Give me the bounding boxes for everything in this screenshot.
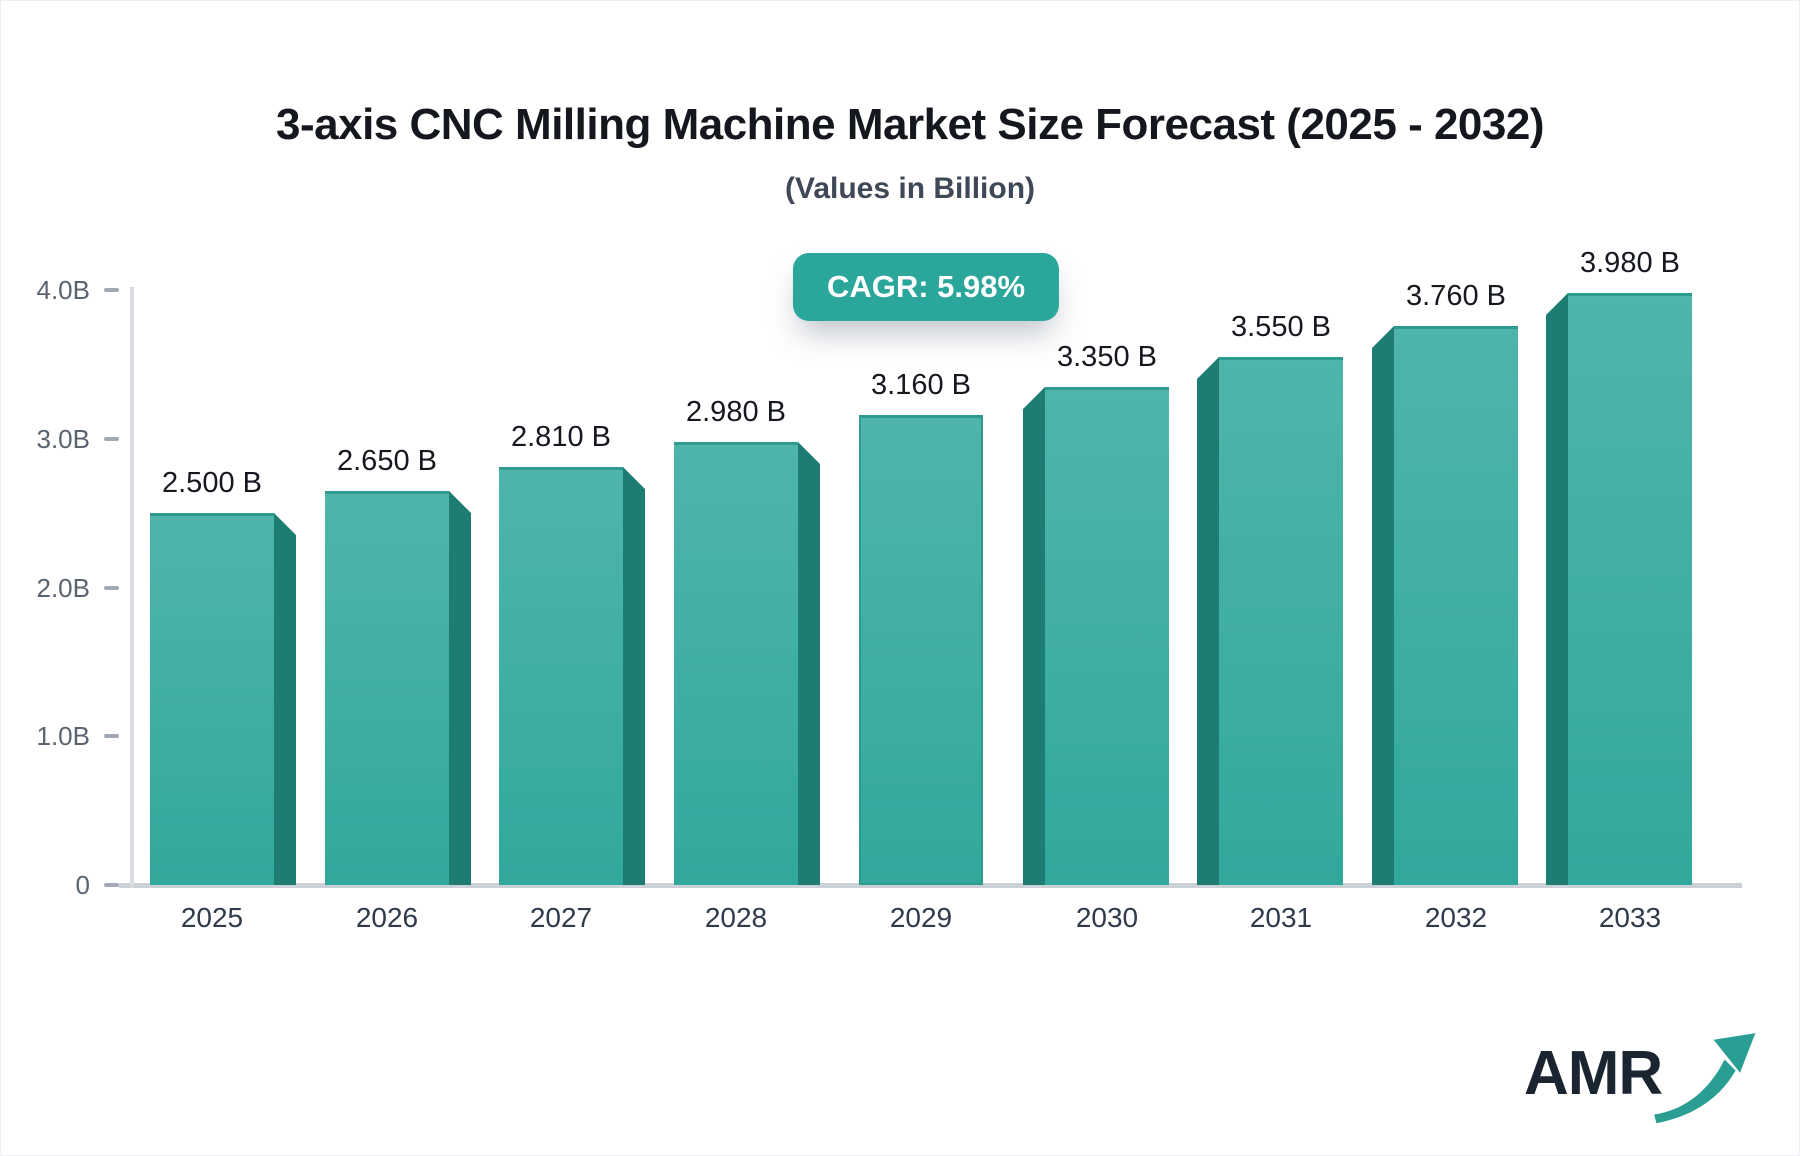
x-axis-label: 2025 bbox=[180, 902, 244, 933]
x-axis-label: 2030 bbox=[1075, 902, 1139, 933]
y-axis-tick-label: 0 bbox=[75, 870, 90, 900]
bar-2027 bbox=[499, 467, 645, 885]
bar-value-label: 2.650 B bbox=[337, 445, 437, 477]
bar-side-face bbox=[1197, 357, 1219, 885]
bar-front-face bbox=[674, 442, 798, 885]
bar-value-label: 3.350 B bbox=[1057, 341, 1157, 373]
bar-side-face bbox=[1023, 387, 1045, 885]
bar-side-face bbox=[1546, 293, 1568, 885]
x-axis-label: 2028 bbox=[704, 902, 768, 933]
x-axis-label: 2031 bbox=[1249, 902, 1313, 933]
bar-value-label: 3.160 B bbox=[871, 369, 971, 401]
bar-front-face bbox=[499, 467, 623, 885]
bar-value-label: 2.810 B bbox=[511, 421, 611, 453]
bar-front-face bbox=[150, 513, 274, 885]
bar-side-face bbox=[623, 467, 645, 885]
y-axis-tick-label: 2.0B bbox=[36, 572, 91, 603]
bar-side-face bbox=[1372, 326, 1394, 885]
growth-arrow-icon bbox=[1654, 1033, 1756, 1124]
amr-logo: AMR bbox=[1524, 1026, 1764, 1126]
y-axis-tick-mark bbox=[104, 288, 119, 292]
bar-2030 bbox=[1023, 387, 1169, 885]
bar-front-face bbox=[1045, 387, 1169, 885]
bar-2032 bbox=[1372, 326, 1518, 885]
y-axis-tick-mark bbox=[104, 734, 119, 739]
cagr-badge: CAGR: 5.98% bbox=[792, 253, 1060, 321]
y-axis-tick-label: 3.0B bbox=[36, 423, 91, 454]
bar-value-label: 2.980 B bbox=[686, 396, 786, 428]
bar-side-face bbox=[274, 513, 296, 885]
bar-front-face bbox=[325, 491, 449, 885]
bar-front-face bbox=[1568, 293, 1692, 885]
y-axis-tick-mark bbox=[104, 883, 119, 887]
bar-side-face bbox=[798, 442, 820, 885]
chart-subtitle: (Values in Billion) bbox=[784, 172, 1036, 205]
bar-2026 bbox=[325, 491, 471, 885]
bar-front-face bbox=[1219, 357, 1343, 885]
amr-logo-text: AMR bbox=[1524, 1039, 1663, 1108]
bar-front-face bbox=[1394, 326, 1518, 885]
bar-value-label: 2.500 B bbox=[162, 467, 262, 499]
y-axis-tick-mark bbox=[104, 436, 119, 441]
x-axis-baseline bbox=[119, 883, 1742, 888]
bar-2025 bbox=[150, 513, 296, 885]
bar-2029 bbox=[848, 415, 994, 885]
bar-2033 bbox=[1546, 293, 1692, 885]
bar-front-face bbox=[859, 415, 983, 885]
chart-title: 3-axis CNC Milling Machine Market Size F… bbox=[276, 100, 1544, 149]
y-axis-tick-mark bbox=[104, 585, 119, 590]
x-axis-label: 2026 bbox=[355, 902, 419, 933]
y-axis-line bbox=[130, 287, 134, 888]
bar-value-label: 3.980 B bbox=[1580, 247, 1680, 279]
bar-2031 bbox=[1197, 357, 1343, 885]
y-axis-tick-label: 1.0B bbox=[36, 721, 91, 752]
y-axis-tick-label: 4.0B bbox=[36, 275, 91, 305]
bar-side-face bbox=[449, 491, 471, 885]
bar-value-label: 3.760 B bbox=[1406, 280, 1506, 312]
bar-2028 bbox=[674, 442, 820, 885]
x-axis-label: 2029 bbox=[889, 902, 953, 933]
x-axis-label: 2032 bbox=[1424, 902, 1488, 933]
x-axis-label: 2033 bbox=[1598, 902, 1662, 933]
x-axis-label: 2027 bbox=[529, 902, 593, 933]
bar-value-label: 3.550 B bbox=[1231, 311, 1331, 343]
